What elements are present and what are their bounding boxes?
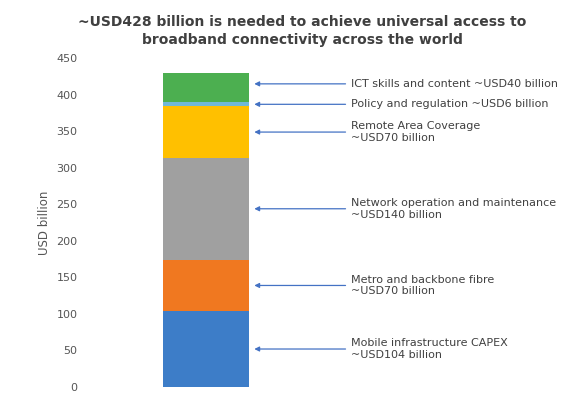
Bar (164, 73, 249, 102)
Y-axis label: USD billion: USD billion (38, 191, 51, 255)
Text: Policy and regulation ~USD6 billion: Policy and regulation ~USD6 billion (256, 99, 548, 109)
Bar (164, 157, 249, 260)
Title: ~USD428 billion is needed to achieve universal access to
broadband connectivity : ~USD428 billion is needed to achieve uni… (78, 15, 526, 47)
Bar (164, 311, 249, 387)
Text: ICT skills and content ~USD40 billion: ICT skills and content ~USD40 billion (256, 79, 558, 89)
Text: Mobile infrastructure CAPEX
~USD104 billion: Mobile infrastructure CAPEX ~USD104 bill… (256, 338, 508, 360)
Text: Remote Area Coverage
~USD70 billion: Remote Area Coverage ~USD70 billion (256, 121, 481, 143)
Text: Metro and backbone fibre
~USD70 billion: Metro and backbone fibre ~USD70 billion (256, 275, 494, 296)
Text: Network operation and maintenance
~USD140 billion: Network operation and maintenance ~USD14… (256, 198, 556, 220)
Bar (164, 106, 249, 157)
Bar (164, 102, 249, 106)
Bar (164, 260, 249, 311)
